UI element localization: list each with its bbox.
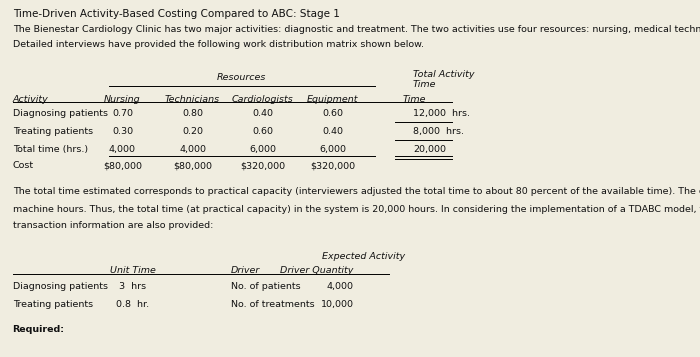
Text: Diagnosing patients: Diagnosing patients — [13, 282, 108, 291]
Text: 8,000  hrs.: 8,000 hrs. — [413, 127, 464, 136]
Text: 0.80: 0.80 — [182, 109, 203, 118]
Text: Time-Driven Activity-Based Costing Compared to ABC: Stage 1: Time-Driven Activity-Based Costing Compa… — [13, 9, 340, 19]
Text: 0.60: 0.60 — [322, 109, 343, 118]
Text: 0.60: 0.60 — [252, 127, 273, 136]
Text: Expected Activity: Expected Activity — [322, 252, 405, 261]
Text: Activity: Activity — [13, 95, 48, 104]
Text: machine hours. Thus, the total time (at practical capacity) in the system is 20,: machine hours. Thus, the total time (at … — [13, 205, 700, 213]
Text: Technicians: Technicians — [165, 95, 220, 104]
Text: Total Activity: Total Activity — [413, 70, 475, 79]
Text: 0.70: 0.70 — [112, 109, 133, 118]
Text: $320,000: $320,000 — [310, 161, 355, 170]
Text: Treating patients: Treating patients — [13, 127, 92, 136]
Text: 4,000: 4,000 — [109, 145, 136, 154]
Text: 6,000: 6,000 — [249, 145, 276, 154]
Text: 10,000: 10,000 — [321, 300, 354, 309]
Text: Diagnosing patients: Diagnosing patients — [13, 109, 108, 118]
Text: Driver Quantity: Driver Quantity — [280, 266, 354, 275]
Text: Cost: Cost — [13, 161, 34, 170]
Text: Detailed interviews have provided the following work distribution matrix shown b: Detailed interviews have provided the fo… — [13, 40, 424, 49]
Text: 0.8  hr.: 0.8 hr. — [116, 300, 150, 309]
Text: Unit Time: Unit Time — [110, 266, 156, 275]
Text: 0.20: 0.20 — [182, 127, 203, 136]
Text: $320,000: $320,000 — [240, 161, 285, 170]
Text: 4,000: 4,000 — [326, 282, 354, 291]
Text: Resources: Resources — [217, 73, 266, 82]
Text: Total time (hrs.): Total time (hrs.) — [13, 145, 87, 154]
Text: Time: Time — [402, 95, 426, 104]
Text: 3  hrs: 3 hrs — [120, 282, 146, 291]
Text: The Bienestar Cardiology Clinic has two major activities: diagnostic and treatme: The Bienestar Cardiology Clinic has two … — [13, 25, 700, 34]
Text: Required:: Required: — [13, 325, 64, 334]
Text: 4,000: 4,000 — [179, 145, 206, 154]
Text: 0.30: 0.30 — [112, 127, 133, 136]
Text: No. of treatments: No. of treatments — [231, 300, 314, 309]
Text: 6,000: 6,000 — [319, 145, 346, 154]
Text: Cardiologists: Cardiologists — [232, 95, 293, 104]
Text: No. of patients: No. of patients — [231, 282, 300, 291]
Text: $80,000: $80,000 — [173, 161, 212, 170]
Text: Nursing: Nursing — [104, 95, 141, 104]
Text: Equipment: Equipment — [307, 95, 358, 104]
Text: The total time estimated corresponds to practical capacity (interviewers adjuste: The total time estimated corresponds to … — [13, 187, 700, 196]
Text: transaction information are also provided:: transaction information are also provide… — [13, 221, 213, 230]
Text: $80,000: $80,000 — [103, 161, 142, 170]
Text: 20,000: 20,000 — [413, 145, 446, 154]
Text: Driver: Driver — [231, 266, 260, 275]
Text: Time: Time — [413, 80, 437, 89]
Text: 0.40: 0.40 — [322, 127, 343, 136]
Text: 12,000  hrs.: 12,000 hrs. — [413, 109, 470, 118]
Text: Treating patients: Treating patients — [13, 300, 92, 309]
Text: 0.40: 0.40 — [252, 109, 273, 118]
